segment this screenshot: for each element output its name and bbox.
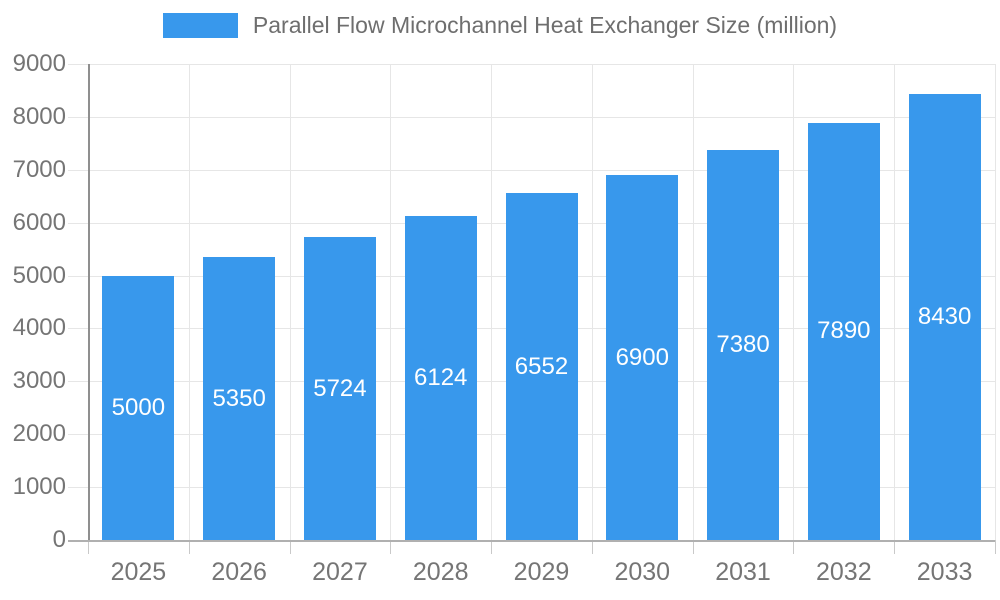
y-gridline xyxy=(68,64,995,65)
bar-2027 xyxy=(303,237,376,540)
x-gridline xyxy=(591,64,593,540)
bar-2028 xyxy=(404,216,477,540)
y-gridline xyxy=(68,116,995,118)
bar-value-label: 7890 xyxy=(817,317,871,345)
y-axis-tick-label: 2000 xyxy=(12,420,66,448)
x-axis-category-label: 2027 xyxy=(312,558,368,586)
y-axis-tick-label: 8000 xyxy=(12,102,66,130)
bar-value-label: 5350 xyxy=(212,384,266,412)
bar-2025 xyxy=(102,275,175,540)
x-axis-category-label: 2028 xyxy=(412,558,469,586)
bar-2026 xyxy=(203,257,276,540)
bar-value-label: 8430 xyxy=(917,303,972,331)
bar-value-label: 6124 xyxy=(414,364,468,392)
x-gridline xyxy=(995,64,996,540)
x-axis-tick xyxy=(692,540,694,554)
x-axis-category-label: 2029 xyxy=(513,558,570,586)
y-axis-tick-label: 4000 xyxy=(12,314,66,342)
bar-value-label: 7380 xyxy=(716,330,770,358)
x-axis-tick xyxy=(289,540,291,554)
y-axis-tick-label: 6000 xyxy=(12,208,66,236)
legend-label: Parallel Flow Microchannel Heat Exchange… xyxy=(252,12,838,38)
bar-2030 xyxy=(606,175,679,540)
x-gridline xyxy=(390,64,392,540)
y-axis xyxy=(88,64,90,542)
x-gridline xyxy=(692,64,694,540)
x-axis xyxy=(68,540,995,542)
x-axis-tick xyxy=(491,540,493,554)
bar-value-label: 5724 xyxy=(313,374,367,402)
x-gridline xyxy=(289,64,291,540)
x-axis-tick xyxy=(995,540,996,554)
y-axis-tick-label: 1000 xyxy=(12,473,66,501)
y-axis-tick-label: 7000 xyxy=(12,155,66,183)
y-gridline xyxy=(68,169,995,171)
x-gridline xyxy=(894,64,896,540)
x-axis-tick xyxy=(894,540,896,554)
x-gridline xyxy=(793,64,795,540)
x-axis-tick xyxy=(793,540,795,554)
x-gridline xyxy=(491,64,493,540)
bar-value-label: 6900 xyxy=(615,343,669,371)
x-axis-category-label: 2032 xyxy=(816,558,872,586)
x-axis-category-label: 2025 xyxy=(110,558,167,586)
x-axis-category-label: 2031 xyxy=(715,558,771,586)
x-axis-tick xyxy=(591,540,593,554)
x-axis-category-label: 2030 xyxy=(614,558,671,586)
y-axis-tick-label: 5000 xyxy=(12,261,66,289)
bar-2031 xyxy=(707,149,780,540)
bar-2032 xyxy=(807,122,880,540)
y-axis-tick-label: 9000 xyxy=(12,50,66,77)
x-axis-tick xyxy=(390,540,392,554)
x-gridline xyxy=(188,64,190,540)
legend-swatch-icon xyxy=(162,13,238,38)
x-axis-category-label: 2033 xyxy=(916,558,973,586)
x-axis-tick xyxy=(188,540,190,554)
y-axis-tick-label: 3000 xyxy=(12,367,66,395)
x-axis-category-label: 2026 xyxy=(211,558,267,586)
y-axis-tick-label: 0 xyxy=(52,526,66,553)
chart-legend[interactable]: Parallel Flow Microchannel Heat Exchange… xyxy=(0,12,1000,39)
bar-value-label: 5000 xyxy=(111,393,166,421)
bar-2033 xyxy=(908,94,981,540)
bar-2029 xyxy=(505,193,578,540)
bar-value-label: 6552 xyxy=(514,352,569,380)
x-axis-tick xyxy=(88,540,89,554)
